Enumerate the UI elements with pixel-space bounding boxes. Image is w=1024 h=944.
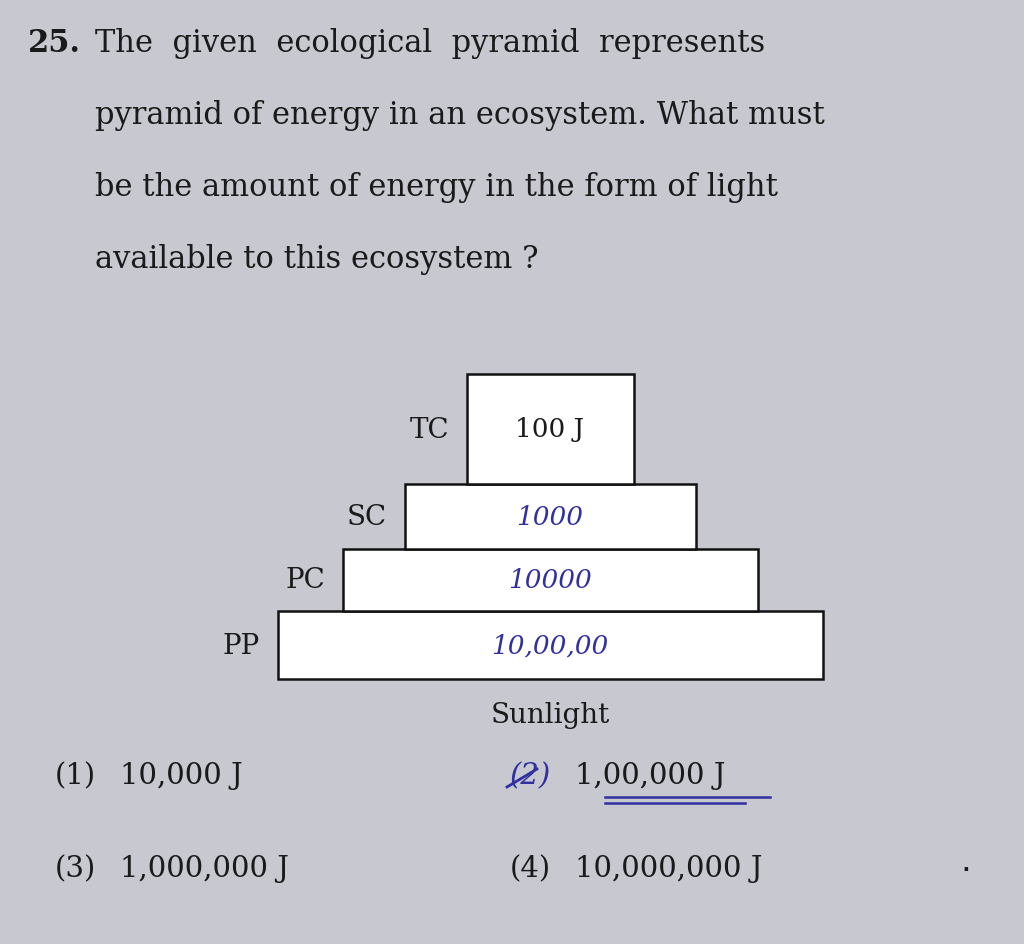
Bar [406,484,696,549]
Text: 10,00,00: 10,00,00 [492,632,608,658]
Text: be the amount of energy in the form of light: be the amount of energy in the form of l… [95,172,778,203]
Text: 10,000 J: 10,000 J [120,761,243,789]
Text: (1): (1) [55,761,96,789]
Text: pyramid of energy in an ecosystem. What must: pyramid of energy in an ecosystem. What … [95,100,824,131]
Text: (4): (4) [510,854,551,882]
Bar [343,549,758,612]
Text: Sunlight: Sunlight [490,701,609,728]
Text: 10000: 10000 [508,568,592,593]
Text: SC: SC [347,503,387,531]
Text: 1,00,000 J: 1,00,000 J [575,761,725,789]
Text: (3): (3) [55,854,96,882]
Text: available to this ecosystem ?: available to this ecosystem ? [95,244,539,275]
Text: 25.: 25. [28,28,81,59]
Text: PP: PP [223,632,260,659]
Text: 1000: 1000 [516,504,584,530]
Text: TC: TC [410,416,449,443]
Text: ·: · [961,854,971,887]
Text: PC: PC [286,567,325,594]
Text: 100 J: 100 J [515,417,585,442]
Text: (2): (2) [510,761,551,789]
Bar [467,375,634,484]
Text: 10,000,000 J: 10,000,000 J [575,854,763,882]
Bar [278,612,823,680]
Text: The  given  ecological  pyramid  represents: The given ecological pyramid represents [95,28,765,59]
Text: 1,000,000 J: 1,000,000 J [120,854,289,882]
